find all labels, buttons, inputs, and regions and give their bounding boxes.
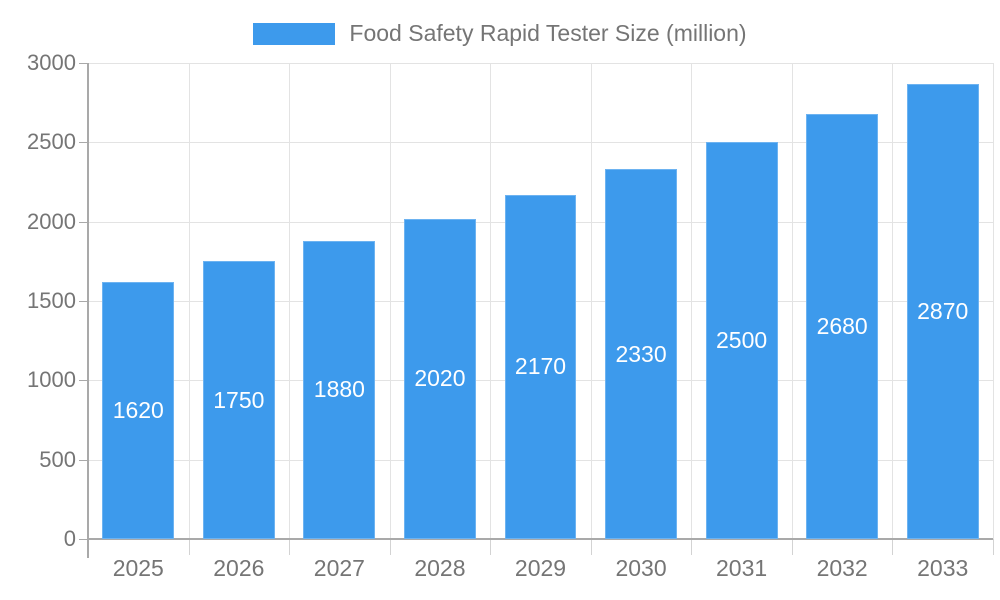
x-axis-tick (188, 539, 190, 555)
x-gridline (993, 63, 994, 539)
x-gridline (289, 63, 291, 539)
x-axis-tick (289, 539, 291, 555)
bar-value-label: 2680 (816, 312, 868, 339)
bar-value-label: 2170 (514, 353, 567, 380)
x-axis-tick (590, 539, 592, 555)
plot-area: 0 500 1000 1500 2000 2500 3000 1620 2025 1750 2026… (27, 50, 994, 581)
bar-value-label: 2020 (414, 365, 466, 392)
x-axis-tick-label: 2025 (112, 555, 164, 581)
y-axis-tick-label: 3000 (27, 50, 76, 75)
bar-value-label: 1750 (213, 386, 265, 413)
bar[interactable]: 2330 (605, 169, 677, 539)
y-axis-tick-label: 500 (39, 446, 76, 472)
bar[interactable]: 2680 (806, 113, 879, 539)
x-axis-tick-label: 2028 (414, 555, 466, 581)
bar[interactable]: 1880 (303, 240, 376, 539)
x-axis-tick-label: 2030 (615, 555, 667, 581)
x-axis-tick-label: 2033 (917, 555, 969, 581)
y-axis-tick-label: 2500 (27, 129, 76, 155)
y-axis-tick (79, 380, 88, 382)
bar[interactable]: 2170 (504, 194, 577, 539)
x-axis-tick (490, 539, 492, 555)
bar-value-label: 1620 (112, 396, 164, 423)
x-gridline (590, 63, 592, 539)
legend: Food Safety Rapid Tester Size (million) (0, 20, 1000, 47)
x-axis-tick (791, 539, 793, 555)
bar[interactable]: 1620 (102, 281, 175, 539)
y-axis-line (87, 63, 89, 558)
x-axis-tick (691, 539, 693, 555)
bar[interactable]: 2870 (906, 83, 979, 539)
x-gridline (691, 63, 693, 539)
x-axis-tick-label: 2026 (213, 555, 265, 581)
x-gridline (791, 63, 793, 539)
legend-series-label: Food Safety Rapid Tester Size (million) (349, 20, 747, 46)
y-axis-tick (79, 301, 88, 302)
bar[interactable]: 1750 (202, 261, 275, 539)
x-axis-tick-label: 2029 (514, 555, 567, 581)
bar-value-label: 2500 (716, 327, 768, 354)
x-axis-tick (892, 539, 894, 555)
y-gridline (88, 63, 993, 64)
y-axis-tick (79, 459, 88, 461)
x-gridline (892, 63, 894, 539)
bar-value-label: 1880 (313, 376, 365, 403)
x-axis-line (88, 538, 993, 540)
y-axis-tick (79, 142, 88, 144)
bar-value-label: 2330 (615, 340, 667, 367)
y-gridline (88, 142, 993, 144)
legend-color-swatch (253, 22, 336, 45)
x-axis-tick (389, 539, 391, 555)
x-axis-tick-label: 2032 (816, 555, 868, 581)
bar[interactable]: 2500 (705, 142, 778, 539)
y-axis-tick (79, 63, 88, 64)
y-axis-tick-label: 2000 (27, 208, 76, 234)
x-axis-tick-label: 2027 (313, 555, 365, 581)
x-axis-tick (993, 539, 994, 555)
bar-value-label: 2870 (917, 297, 969, 324)
x-axis-tick-label: 2031 (716, 555, 768, 581)
x-gridline (389, 63, 391, 539)
y-axis-tick-label: 1500 (27, 288, 76, 313)
legend-item[interactable]: Food Safety Rapid Tester Size (million) (253, 20, 747, 47)
bar[interactable]: 2020 (403, 218, 476, 539)
x-gridline (490, 63, 492, 539)
x-gridline (188, 63, 190, 539)
y-axis-tick-label: 1000 (27, 367, 76, 393)
y-axis-tick (79, 539, 88, 540)
y-axis-tick-label: 0 (63, 526, 76, 551)
y-axis-tick (79, 221, 88, 223)
